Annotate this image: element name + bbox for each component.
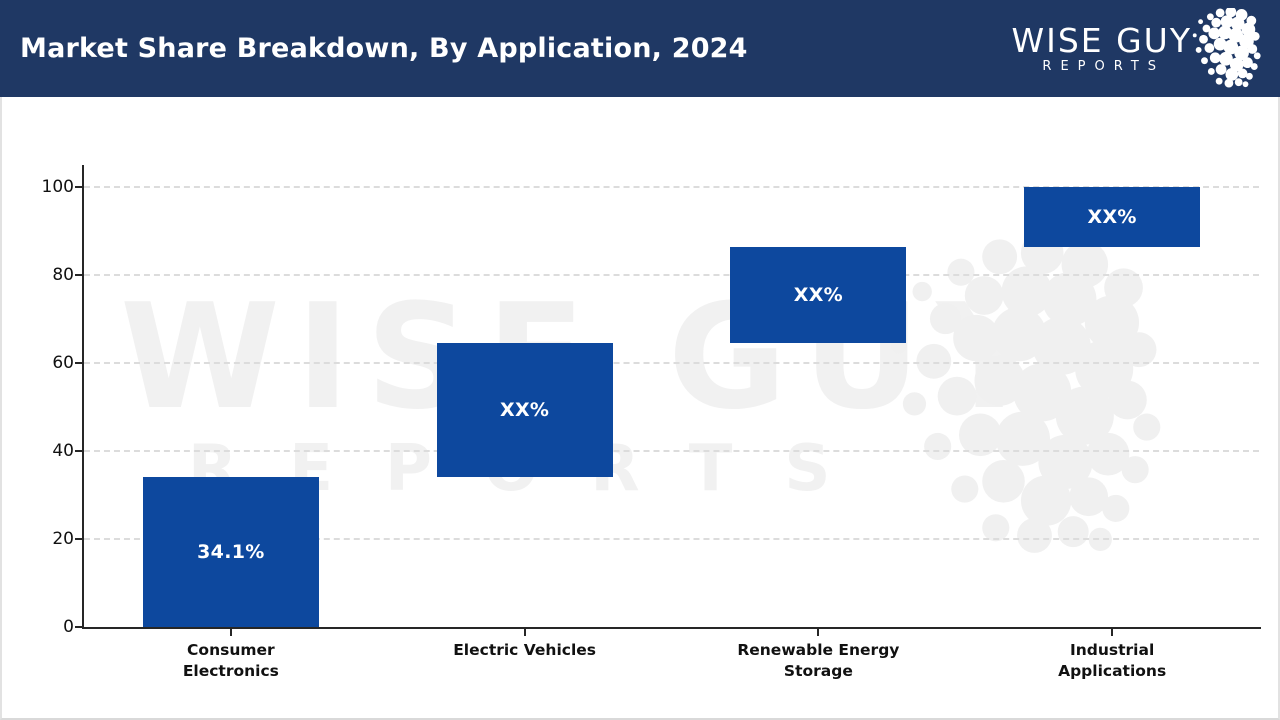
y-tick-mark: [75, 450, 83, 452]
chart-area: WISE GUY REPORTS 02040608010034.1%Consum…: [0, 97, 1280, 720]
gridline: [84, 362, 1259, 364]
y-tick-mark: [75, 274, 83, 276]
y-tick-label: 20: [52, 529, 74, 549]
watermark-face-icon: [891, 231, 1161, 553]
category-label-line: Industrial: [1069, 641, 1155, 659]
x-tick-mark: [817, 629, 820, 636]
y-tick-label: 0: [63, 617, 74, 637]
category-label-line: Storage: [783, 662, 853, 680]
wise-guy-logo: WISE GUY REPORTS: [1011, 6, 1264, 92]
bar-value-label: XX%: [793, 284, 843, 306]
bar-segment: 34.1%: [142, 476, 319, 627]
chart-title: Market Share Breakdown, By Application, …: [20, 33, 748, 64]
y-tick-mark: [75, 362, 83, 364]
y-axis-line: [82, 165, 84, 629]
bar-segment: XX%: [436, 343, 613, 477]
y-tick-label: 60: [52, 353, 74, 373]
category-label-line: Electric Vehicles: [453, 641, 597, 659]
y-tick-label: 100: [41, 177, 74, 197]
category-label: Electric Vehicles: [375, 640, 675, 661]
bar-value-label: XX%: [1087, 205, 1137, 228]
logo-subtitle: REPORTS: [1042, 59, 1166, 74]
gridline: [84, 186, 1259, 188]
y-tick-mark: [75, 626, 83, 628]
logo-text: WISE GUY REPORTS: [1011, 23, 1192, 75]
y-tick-label: 80: [52, 265, 74, 285]
category-label: Renewable Energy Storage: [668, 640, 968, 682]
bar-value-label: 34.1%: [197, 540, 265, 563]
category-label-line: Renewable Energy: [737, 641, 900, 659]
gridline: [84, 538, 1259, 540]
y-tick-mark: [75, 186, 83, 188]
logo-wordmark: WISE GUY: [1011, 21, 1192, 60]
x-axis-line: [82, 627, 1261, 629]
header-bar: Market Share Breakdown, By Application, …: [0, 0, 1280, 97]
x-tick-mark: [229, 629, 232, 636]
wise-guy-face-icon: [1192, 8, 1261, 88]
category-label: Consumer Electronics: [81, 640, 381, 682]
category-label-line: Consumer: [187, 641, 275, 659]
gridline: [84, 450, 1259, 452]
plot-region: 0 20 40 60 80 100 34.1% Consumer Electronics XX% E…: [2, 97, 1278, 718]
gridline: [84, 274, 1259, 276]
category-label-line: Applications: [1058, 662, 1167, 680]
category-label: Industrial Applications: [962, 640, 1262, 682]
bar-segment: XX%: [730, 246, 907, 344]
bar-segment: XX%: [1024, 187, 1201, 247]
category-label-line: Electronics: [182, 662, 279, 680]
y-tick-mark: [75, 538, 83, 540]
x-tick-mark: [1111, 629, 1114, 636]
x-tick-mark: [523, 629, 526, 636]
bar-value-label: XX%: [500, 399, 550, 422]
y-tick-label: 40: [52, 441, 74, 461]
